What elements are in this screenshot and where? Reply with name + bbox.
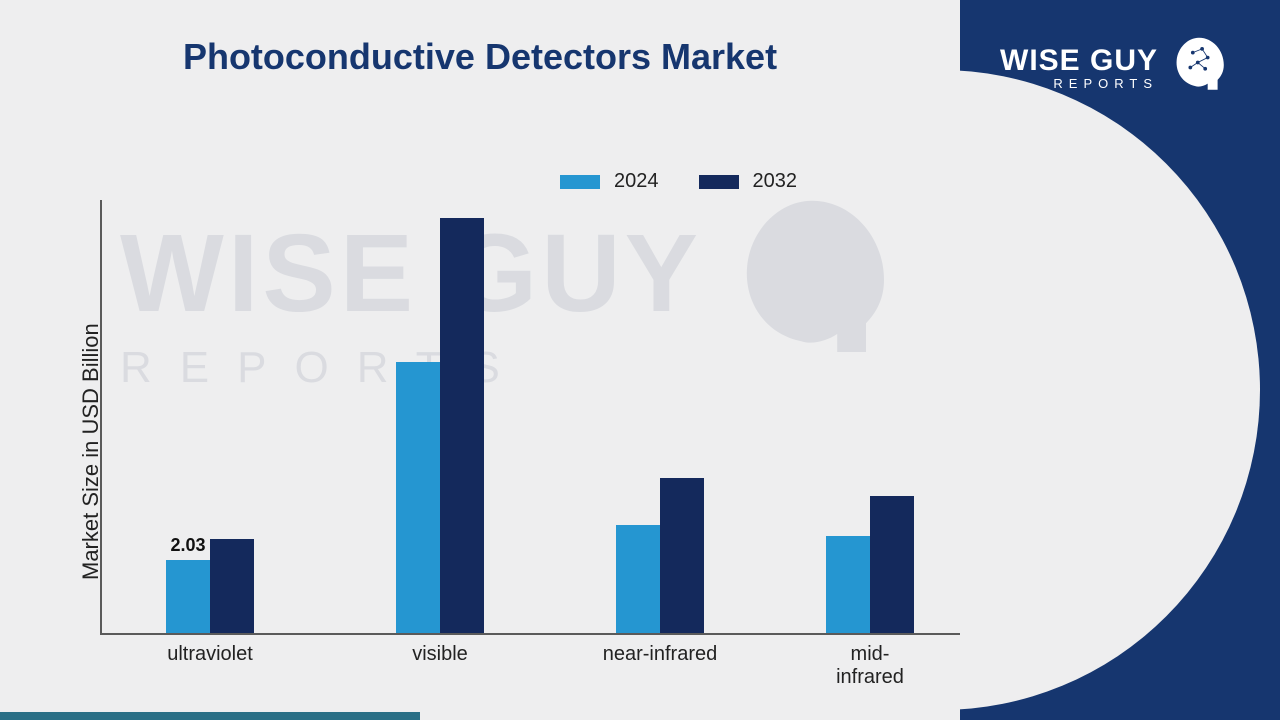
logo-head-icon: [1168, 34, 1230, 101]
y-axis-line: [100, 200, 102, 635]
bottom-accent-bar: [0, 712, 420, 720]
bar-value-label: 2.03: [170, 535, 205, 556]
legend-label: 2024: [614, 170, 659, 193]
bar: [396, 362, 440, 633]
chart-canvas: WISE GUY REPORTS WISE GUY REPORTS Photoc…: [0, 0, 1280, 720]
legend-item-2032: 2032: [699, 170, 798, 193]
x-axis-line: [100, 633, 960, 635]
x-axis-category: ultraviolet: [167, 643, 253, 666]
x-axis-category: near-infrared: [603, 643, 718, 666]
plot-area: ultravioletvisiblenear-infraredmid-infra…: [100, 200, 960, 635]
legend-label: 2032: [753, 170, 798, 193]
legend-swatch: [560, 175, 600, 189]
bar: [616, 525, 660, 633]
legend-swatch: [699, 175, 739, 189]
legend: 2024 2032: [560, 170, 797, 193]
bar: [660, 478, 704, 633]
bar: [870, 496, 914, 633]
legend-item-2024: 2024: [560, 170, 659, 193]
brand-logo: WISE GUY REPORTS: [1000, 34, 1230, 101]
bar: [440, 218, 484, 633]
chart-title: Photoconductive Detectors Market: [120, 36, 840, 78]
bar: [166, 560, 210, 633]
bar: [210, 539, 254, 633]
x-axis-category: mid-infrared: [825, 643, 915, 689]
logo-text-sub: REPORTS: [1053, 76, 1158, 91]
bar: [826, 536, 870, 633]
x-axis-category: visible: [412, 643, 468, 666]
logo-text-main: WISE GUY: [1000, 44, 1158, 78]
